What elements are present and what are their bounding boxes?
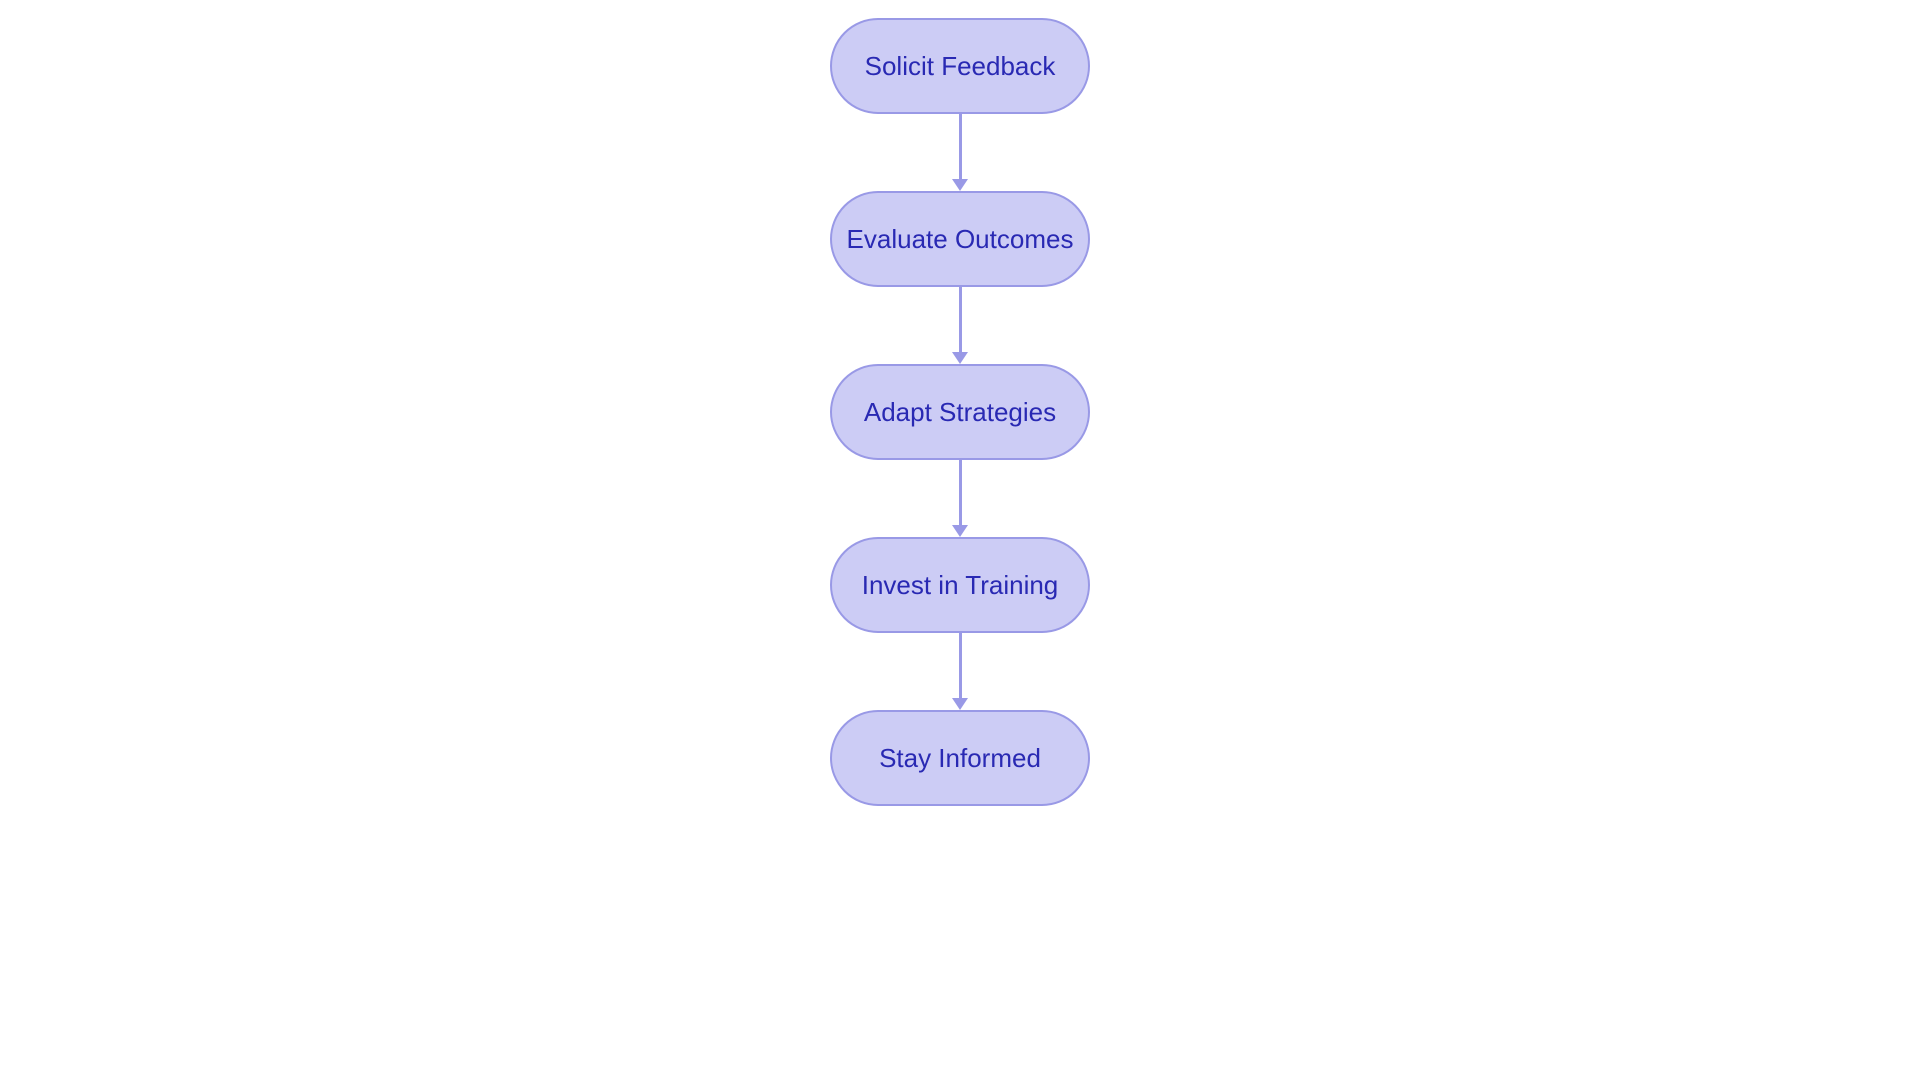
arrow-line xyxy=(959,114,962,179)
arrow-head-icon xyxy=(952,179,968,191)
flowchart-arrow xyxy=(952,633,968,710)
flowchart-node-label: Invest in Training xyxy=(862,570,1059,601)
flowchart-node-label: Adapt Strategies xyxy=(864,397,1056,428)
flowchart-node-n5: Stay Informed xyxy=(830,710,1090,806)
flowchart-container: Solicit Feedback Evaluate Outcomes Adapt S… xyxy=(830,18,1090,806)
flowchart-node-label: Solicit Feedback xyxy=(865,51,1056,82)
flowchart-arrow xyxy=(952,287,968,364)
arrow-head-icon xyxy=(952,352,968,364)
flowchart-node-n1: Solicit Feedback xyxy=(830,18,1090,114)
flowchart-arrow xyxy=(952,460,968,537)
flowchart-arrow xyxy=(952,114,968,191)
flowchart-node-label: Evaluate Outcomes xyxy=(847,224,1074,255)
flowchart-node-n3: Adapt Strategies xyxy=(830,364,1090,460)
arrow-head-icon xyxy=(952,525,968,537)
arrow-line xyxy=(959,287,962,352)
arrow-head-icon xyxy=(952,698,968,710)
flowchart-node-label: Stay Informed xyxy=(879,743,1041,774)
flowchart-node-n4: Invest in Training xyxy=(830,537,1090,633)
flowchart-node-n2: Evaluate Outcomes xyxy=(830,191,1090,287)
arrow-line xyxy=(959,633,962,698)
arrow-line xyxy=(959,460,962,525)
